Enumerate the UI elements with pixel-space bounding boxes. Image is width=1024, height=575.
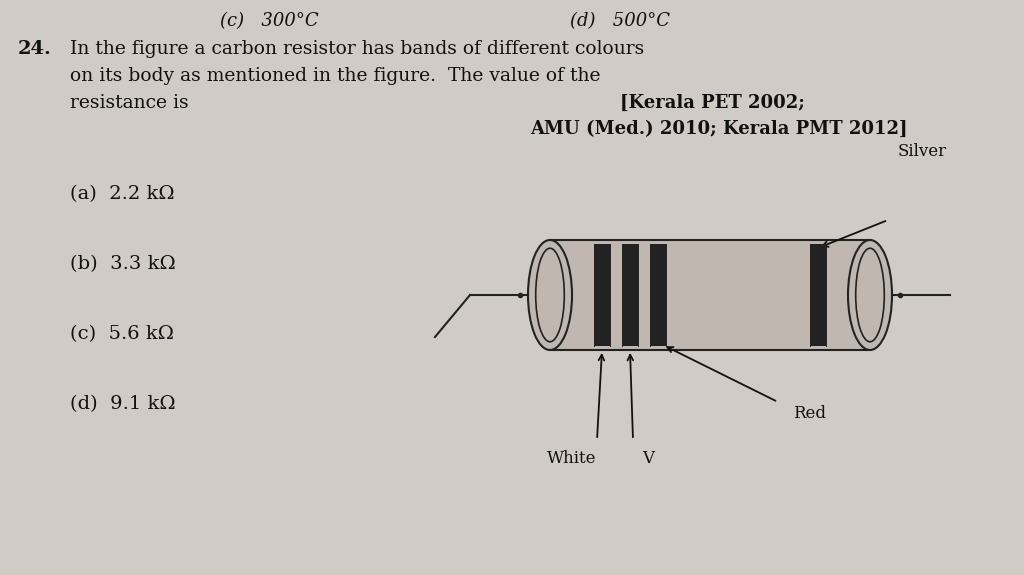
Text: (c)   300°C: (c) 300°C — [220, 12, 318, 30]
Bar — [594, 244, 610, 346]
Bar — [622, 244, 638, 346]
Text: 24.: 24. — [18, 40, 52, 58]
Ellipse shape — [528, 240, 572, 350]
Text: V: V — [642, 450, 654, 467]
Text: (c)  5.6 kΩ: (c) 5.6 kΩ — [70, 325, 174, 343]
Text: (d)   500°C: (d) 500°C — [570, 12, 670, 30]
Text: In the figure a carbon resistor has bands of different colours: In the figure a carbon resistor has band… — [70, 40, 644, 58]
Text: (d)  9.1 kΩ: (d) 9.1 kΩ — [70, 395, 176, 413]
Bar — [550, 240, 870, 350]
Text: AMU (Med.) 2010; Kerala PMT 2012]: AMU (Med.) 2010; Kerala PMT 2012] — [530, 120, 907, 138]
Text: resistance is: resistance is — [70, 94, 188, 112]
Text: White: White — [547, 450, 597, 467]
Text: Silver: Silver — [898, 143, 947, 160]
Text: (b)  3.3 kΩ: (b) 3.3 kΩ — [70, 255, 176, 273]
Ellipse shape — [848, 240, 892, 350]
Text: on its body as mentioned in the figure.  The value of the: on its body as mentioned in the figure. … — [70, 67, 600, 85]
Bar — [810, 244, 826, 346]
Text: [Kerala PET 2002;: [Kerala PET 2002; — [620, 94, 805, 112]
Text: (a)  2.2 kΩ: (a) 2.2 kΩ — [70, 185, 175, 203]
Text: Red: Red — [793, 405, 826, 422]
Bar — [650, 244, 666, 346]
